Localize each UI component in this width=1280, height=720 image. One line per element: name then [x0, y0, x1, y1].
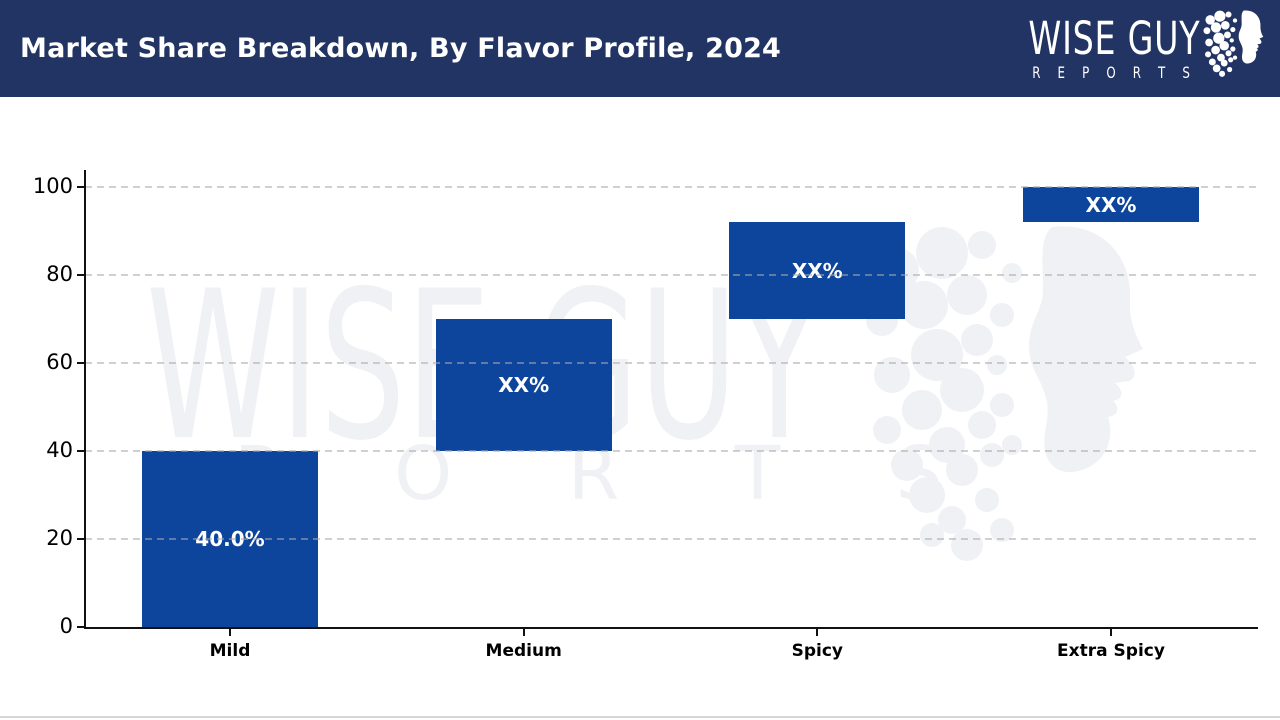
- y-tickmark: [77, 186, 84, 188]
- x-tickmark: [1110, 629, 1112, 636]
- gridline-y40: [85, 450, 1257, 452]
- brand-wordmark: WISE GUY R E P O R T S: [1028, 12, 1200, 82]
- header: Market Share Breakdown, By Flavor Profil…: [0, 0, 1280, 97]
- x-tick-label: Mild: [209, 641, 251, 661]
- y-tick-label: 0: [59, 614, 73, 638]
- y-tickmark: [77, 362, 84, 364]
- gridline-y20: [85, 538, 1257, 540]
- gridline-y80: [85, 274, 1257, 276]
- bar-extra-spicy: XX%: [1023, 187, 1199, 223]
- brand-logo: WISE GUY R E P O R T S: [968, 8, 1268, 90]
- y-tickmark: [77, 274, 84, 276]
- gridline-y100: [85, 186, 1257, 188]
- logo-head-icon: [1203, 9, 1264, 77]
- y-tickmark: [77, 538, 84, 540]
- x-tickmark: [816, 629, 819, 636]
- y-tick-label: 20: [46, 526, 73, 550]
- bottom-divider: [0, 716, 1280, 718]
- axes-layer: 0 20 40 60 80 100 Mild Medium Spicy Extra Spicy: [0, 97, 1280, 720]
- x-tick-label: Extra Spicy: [1057, 641, 1165, 661]
- x-tickmark: [522, 629, 525, 636]
- brand-wordmark-line2: R E P O R T S: [1031, 62, 1197, 82]
- x-tick-label: Spicy: [791, 641, 843, 661]
- gridlines-layer: [0, 97, 1280, 720]
- y-tick-label: 40: [46, 438, 73, 462]
- x-axis-line: [84, 627, 1258, 629]
- y-tickmark: [77, 626, 84, 628]
- bar-spicy: XX%: [729, 222, 906, 319]
- gridline-y60: [85, 362, 1257, 364]
- bar-medium: XX%: [435, 319, 612, 451]
- x-tickmark: [229, 629, 231, 636]
- plot-area: WISE GUY P O R T S 40.0% XX% XX% XX% 0 20 40 6…: [0, 97, 1280, 720]
- y-axis-line: [84, 170, 86, 629]
- y-tick-label: 100: [32, 174, 73, 198]
- x-tick-label: Medium: [485, 641, 562, 661]
- bar-label: XX%: [791, 258, 843, 283]
- bar-label: XX%: [498, 373, 550, 397]
- brand-wordmark-line1: WISE GUY: [1028, 12, 1200, 66]
- bar-label: XX%: [1085, 192, 1137, 217]
- y-tick-label: 60: [46, 350, 73, 374]
- page-title: Market Share Breakdown, By Flavor Profil…: [20, 33, 782, 64]
- y-tickmark: [77, 450, 84, 452]
- y-tick-label: 80: [46, 262, 73, 286]
